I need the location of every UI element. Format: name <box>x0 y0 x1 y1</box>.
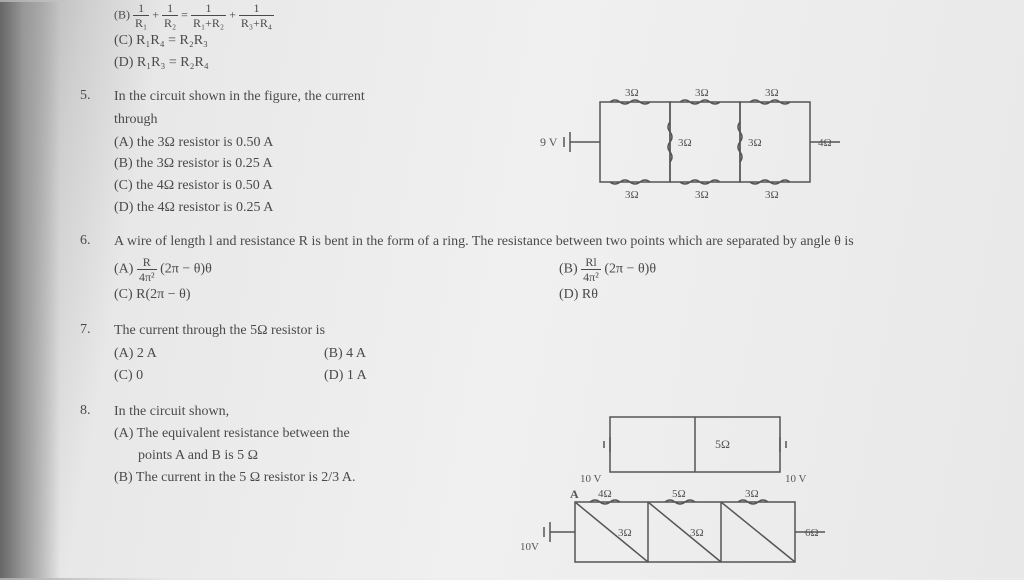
q5-opt-d: (D) the 4Ω resistor is 0.25 A <box>114 199 504 218</box>
top-opt-b: (B) 1R₁ + 1R₂ = 1R₁+R₂ + 1R₃+R₄ <box>114 2 1004 29</box>
q7-opt-a: (A) 2 A <box>114 345 324 364</box>
q8-opt-a1: (A) The equivalent resistance between th… <box>114 425 534 444</box>
q7-stem: The current through the 5Ω resistor is <box>114 322 534 341</box>
q8-num: 8. <box>80 403 114 419</box>
q7-opt-d: (D) 1 A <box>324 367 534 386</box>
q7-num: 7. <box>80 322 114 338</box>
q7-opt-b: (B) 4 A <box>324 345 534 364</box>
q5-opt-a: (A) the 3Ω resistor is 0.50 A <box>114 134 504 153</box>
top-opt-d: (D) R₁R₃ = R₂R₄ <box>114 54 1004 73</box>
q5-stem2: through <box>114 111 504 130</box>
q7-opt-c: (C) 0 <box>114 367 324 386</box>
svg-text:4Ω: 4Ω <box>598 490 612 500</box>
svg-text:3Ω: 3Ω <box>618 527 632 539</box>
q8-stem: In the circuit shown, <box>114 403 534 422</box>
q5-opt-b: (B) the 3Ω resistor is 0.25 A <box>114 155 504 174</box>
frac-den: R₂ <box>162 16 178 29</box>
q5-stem1: In the circuit shown in the figure, the … <box>114 88 504 107</box>
q5-num: 5. <box>80 88 114 104</box>
frac-num: 1 <box>162 2 178 16</box>
q6-opt-d: (D) Rθ <box>559 286 1004 305</box>
q6-opt-c: (C) R(2π − θ) <box>114 286 559 305</box>
q6-stem: A wire of length l and resistance R is b… <box>114 233 874 252</box>
svg-text:A: A <box>570 490 579 501</box>
svg-text:3Ω: 3Ω <box>745 490 759 500</box>
svg-text:10V: 10V <box>520 541 539 553</box>
q6-num: 6. <box>80 233 114 249</box>
top-opt-c: (C) R₁R₄ = R₂R₃ <box>114 32 1004 51</box>
frac-num: 1 <box>133 2 149 16</box>
frac-den: R₁ <box>133 16 149 29</box>
q8-opt-a2: points A and B is 5 Ω <box>114 447 534 466</box>
q6-opt-a: (A) R4π² (2π − θ)θ <box>114 256 559 283</box>
svg-text:3Ω: 3Ω <box>690 527 704 539</box>
q6-opt-b: (B) Rl4π² (2π − θ)θ <box>559 256 1004 283</box>
q5-opt-c: (C) the 4Ω resistor is 0.50 A <box>114 177 504 196</box>
q8-circuit: 10V 4Ω 5Ω 3Ω 3Ω 3Ω 6Ω A <box>520 490 850 580</box>
svg-text:6Ω: 6Ω <box>805 527 819 539</box>
q8-opt-b: (B) The current in the 5 Ω resistor is 2… <box>114 469 534 488</box>
svg-text:5Ω: 5Ω <box>672 490 686 500</box>
